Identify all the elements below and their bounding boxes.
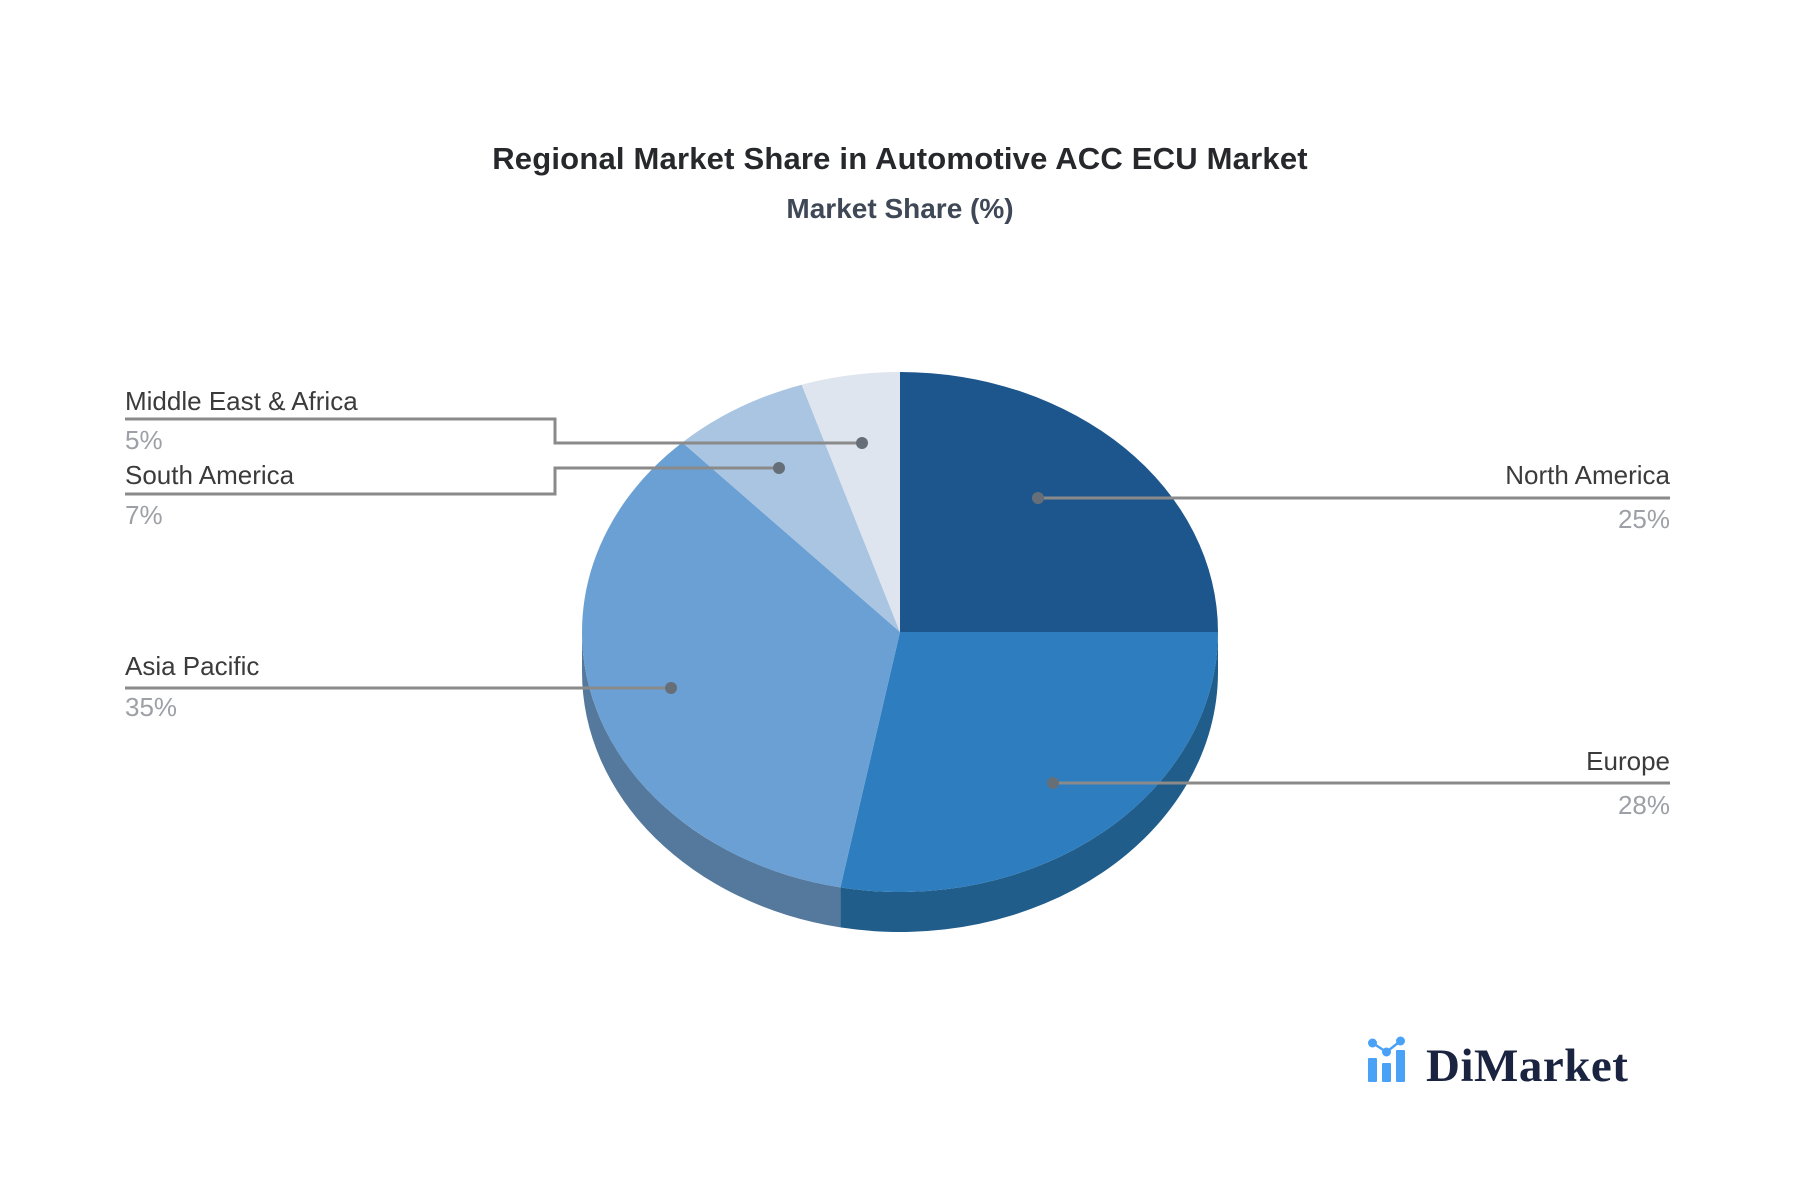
leader-line-middle-east-africa [125,417,862,445]
label-middle-east-africa: Middle East & Africa [125,386,358,416]
leader-line-south-america [125,466,779,496]
value-south-america: 7% [125,500,163,530]
pie-depth-asia-pacific [581,632,841,928]
leader-dot-north-america [1032,492,1044,504]
leader-dot-south-america [773,462,785,474]
leader-dot-asia-pacific [665,682,677,694]
value-europe: 28% [1617,790,1670,820]
pie-slice-south-america [682,384,900,632]
brand-logo-text: DiMarket [1426,1040,1629,1092]
leader-dot-middle-east-africa [856,437,868,449]
brand-logo: DiMarket [1360,1030,1628,1090]
pie-depth-europe [840,632,1218,933]
pie-slice-europe [840,632,1218,893]
pie-slice-middle-east-africa [801,372,900,632]
label-europe: Europe [1586,746,1670,776]
pie-slice-asia-pacific [582,442,900,888]
chart-title: Regional Market Share in Automotive ACC … [492,141,1308,176]
label-south-america: South America [125,460,295,490]
pie-slice-north-america [900,372,1218,632]
value-north-america: 25% [1617,504,1670,534]
value-middle-east-africa: 5% [125,425,163,455]
value-asia-pacific: 35% [125,692,178,722]
bar-line-chart-icon [1368,1036,1405,1082]
leader-dot-europe [1047,777,1059,789]
label-north-america: North America [1505,460,1670,490]
label-asia-pacific: Asia Pacific [125,651,260,681]
chart-subtitle: Market Share (%) [786,193,1014,224]
